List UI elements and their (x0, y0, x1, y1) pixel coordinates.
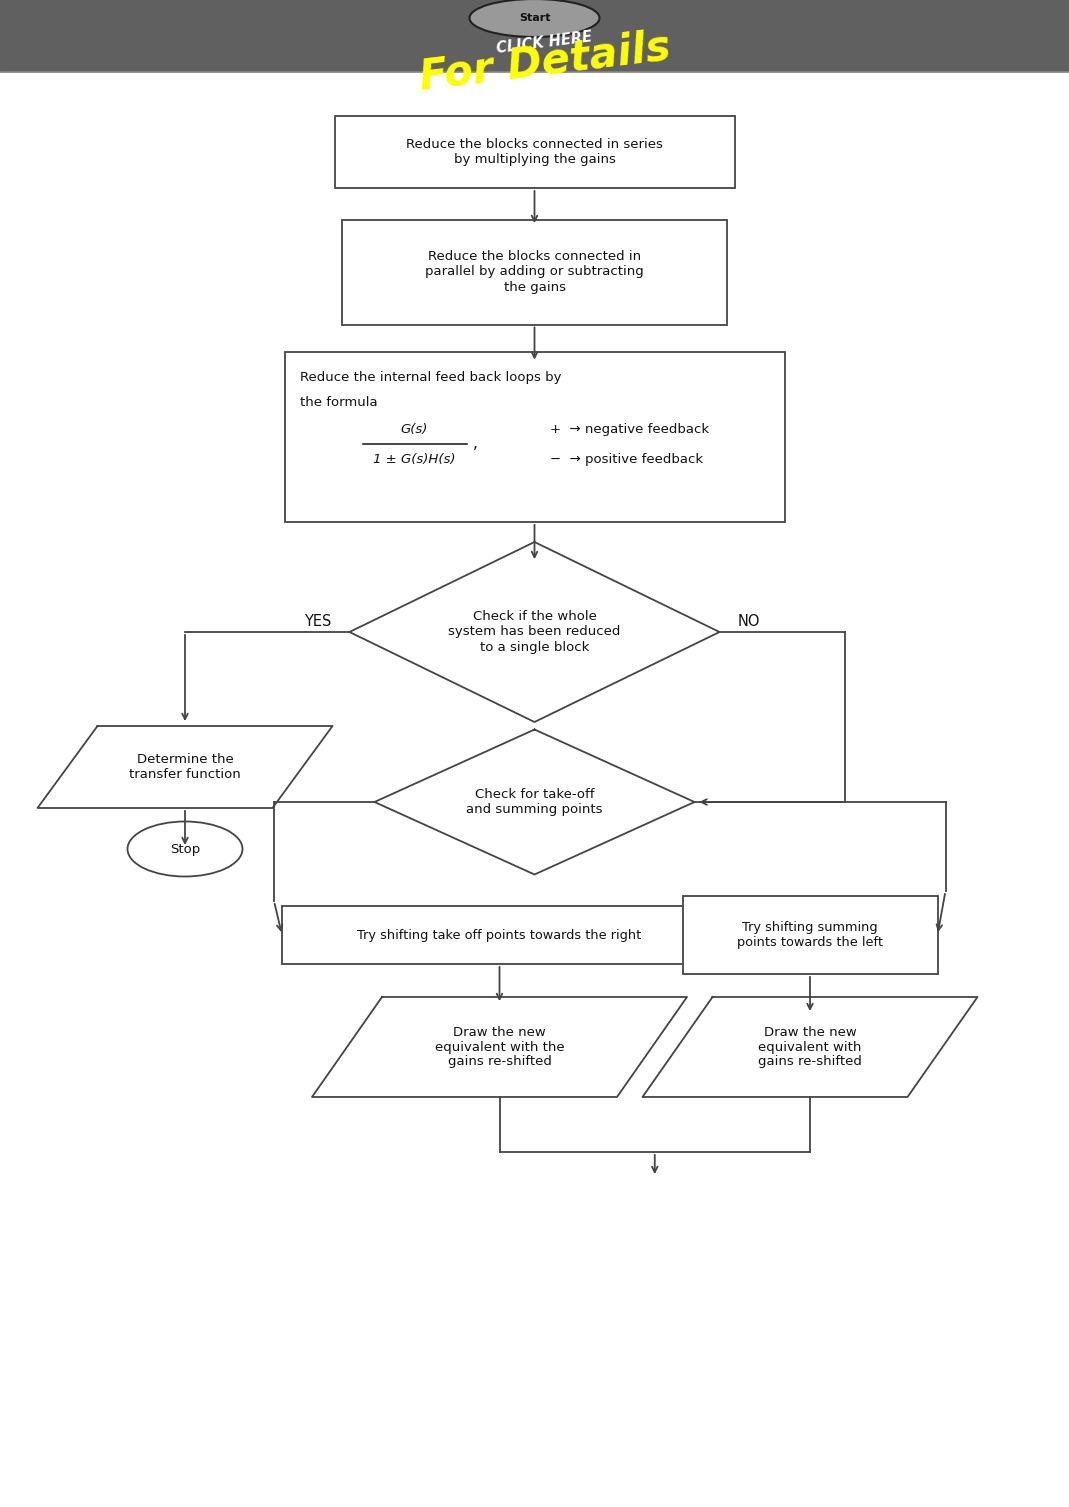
Text: Stop: Stop (170, 842, 200, 856)
Polygon shape (312, 998, 687, 1097)
Bar (0, 0, 1069, 72)
Text: +  → negative feedback: + → negative feedback (549, 422, 709, 436)
Text: Reduce the internal feed back loops by: Reduce the internal feed back loops by (299, 371, 561, 383)
Text: YES: YES (304, 615, 331, 630)
FancyBboxPatch shape (284, 353, 785, 521)
FancyBboxPatch shape (335, 116, 734, 188)
Text: NO: NO (738, 615, 760, 630)
Text: G(s): G(s) (401, 422, 429, 436)
Text: Try shifting summing
points towards the left: Try shifting summing points towards the … (737, 921, 883, 949)
Polygon shape (350, 543, 719, 722)
Text: Draw the new
equivalent with
gains re-shifted: Draw the new equivalent with gains re-sh… (758, 1025, 862, 1068)
Text: CLICK HERE: CLICK HERE (496, 30, 593, 56)
Ellipse shape (469, 0, 600, 38)
Polygon shape (37, 726, 332, 808)
Text: Start: Start (518, 14, 551, 23)
Text: 1 ± G(s)H(s): 1 ± G(s)H(s) (373, 452, 455, 466)
Text: Determine the
transfer function: Determine the transfer function (129, 754, 241, 781)
Polygon shape (642, 998, 977, 1097)
Text: Draw the new
equivalent with the
gains re-shifted: Draw the new equivalent with the gains r… (435, 1025, 564, 1068)
FancyBboxPatch shape (342, 220, 727, 324)
FancyBboxPatch shape (682, 897, 938, 974)
Text: For Details: For Details (417, 26, 672, 98)
Text: Reduce the blocks connected in
parallel by adding or subtracting
the gains: Reduce the blocks connected in parallel … (425, 250, 644, 294)
Text: ,: , (472, 437, 478, 452)
Text: Try shifting take off points towards the right: Try shifting take off points towards the… (357, 928, 641, 942)
Text: Check for take-off
and summing points: Check for take-off and summing points (466, 788, 603, 815)
Text: −  → positive feedback: − → positive feedback (549, 452, 702, 466)
Text: the formula: the formula (299, 395, 377, 408)
Text: Check if the whole
system has been reduced
to a single block: Check if the whole system has been reduc… (448, 610, 621, 654)
Ellipse shape (127, 821, 243, 877)
Polygon shape (374, 729, 695, 874)
FancyBboxPatch shape (282, 906, 717, 964)
Text: Reduce the blocks connected in series
by multiplying the gains: Reduce the blocks connected in series by… (406, 139, 663, 166)
